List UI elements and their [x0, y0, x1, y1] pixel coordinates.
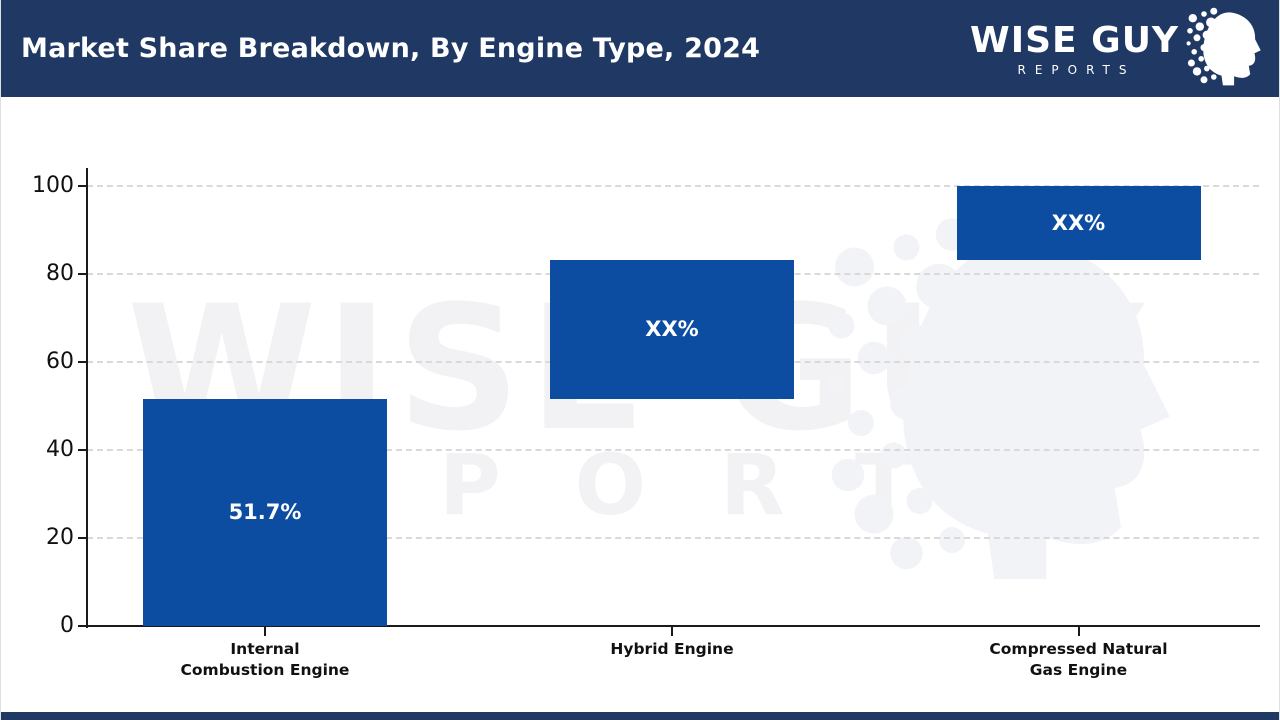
category-label-line: Compressed Natural: [989, 640, 1168, 658]
category-label: Internal Combustion Engine: [95, 639, 435, 681]
x-tick-mark: [264, 627, 266, 636]
y-tick-label: 100: [32, 173, 74, 198]
header-bar: Market Share Breakdown, By Engine Type, …: [1, 0, 1279, 97]
category-label-line: Gas Engine: [1029, 661, 1128, 679]
bar-segment: XX%: [956, 186, 1201, 260]
y-axis-line: [86, 168, 88, 628]
category-label-line: Combustion Engine: [180, 661, 350, 679]
y-tick-label: 0: [60, 613, 74, 638]
category-label-line: Internal: [230, 640, 300, 658]
category-label-line: Hybrid Engine: [610, 640, 734, 658]
x-tick-mark: [671, 627, 673, 636]
bar-value-label: XX%: [1051, 210, 1106, 235]
bar-value-label: 51.7%: [228, 500, 302, 525]
logo-text: WISE GUY REPORTS: [969, 20, 1179, 78]
category-label: Hybrid Engine: [502, 639, 842, 660]
y-gridline: [87, 537, 1259, 539]
y-tick-mark: [78, 361, 87, 363]
y-tick-mark: [78, 449, 87, 451]
footer-bar: [1, 712, 1279, 720]
bar-value-label: XX%: [645, 317, 699, 342]
y-tick-label: 60: [46, 349, 74, 374]
x-tick-mark: [1077, 627, 1080, 636]
category-label: Compressed Natural Gas Engine: [909, 639, 1249, 681]
logo-subtitle: REPORTS: [1017, 63, 1136, 77]
y-tick-mark: [78, 625, 87, 627]
logo-wordmark: WISE GUY: [969, 20, 1179, 61]
bar-segment: 51.7%: [143, 398, 387, 626]
x-axis-line: [86, 625, 1260, 627]
y-tick-mark: [78, 185, 87, 187]
bar-segment: XX%: [550, 259, 794, 399]
y-gridline: [87, 185, 1259, 187]
wise-guy-reports-logo: WISE GUY REPORTS: [970, 6, 1267, 92]
y-tick-mark: [78, 537, 87, 539]
y-tick-mark: [78, 273, 87, 275]
y-tick-label: 40: [46, 437, 74, 462]
y-gridline: [87, 449, 1259, 451]
y-tick-label: 80: [46, 261, 74, 286]
page-title: Market Share Breakdown, By Engine Type, …: [21, 33, 761, 64]
y-tick-label: 20: [46, 525, 74, 550]
